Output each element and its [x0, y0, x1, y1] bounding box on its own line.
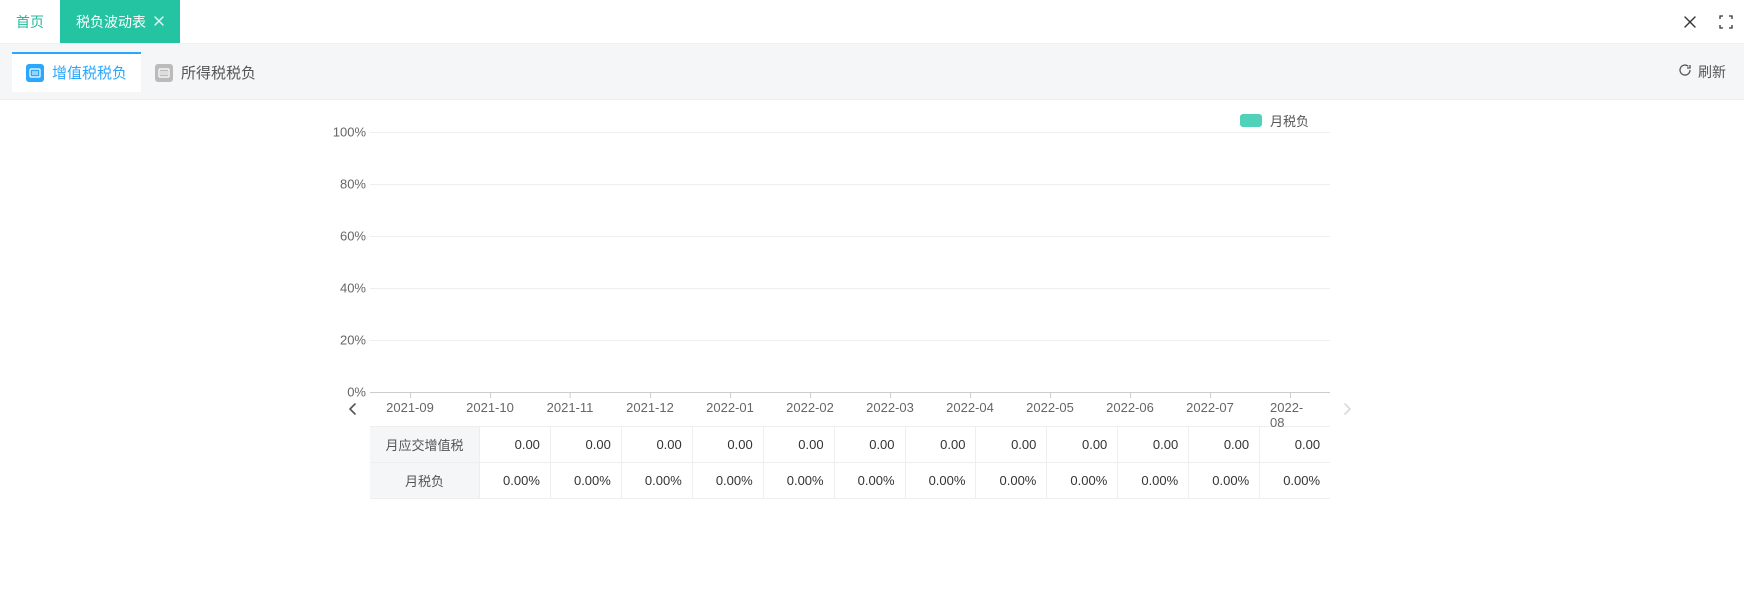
- subtab-income-tax-burden[interactable]: 所得税税负: [141, 52, 270, 92]
- table-cell: 0.00%: [906, 463, 977, 498]
- table-cell: 0.00: [1118, 427, 1189, 462]
- y-tick-label: 80%: [340, 177, 366, 192]
- table-cell: 0.00%: [1189, 463, 1260, 498]
- gridline: [370, 132, 1330, 133]
- gridline: [370, 288, 1330, 289]
- vat-icon: [26, 64, 44, 82]
- x-tick-label: 2022-02: [786, 400, 834, 415]
- table-cell: 0.00%: [1047, 463, 1118, 498]
- top-tab-strip: 首页 税负波动表: [0, 0, 1744, 44]
- table-cell: 0.00%: [764, 463, 835, 498]
- table-cell: 0.00%: [1118, 463, 1189, 498]
- income-tax-icon: [155, 64, 173, 82]
- sub-tab-bar: 增值税税负 所得税税负 刷新: [0, 44, 1744, 100]
- refresh-button[interactable]: 刷新: [1678, 62, 1726, 82]
- table-cell: 0.00%: [693, 463, 764, 498]
- legend-swatch: [1240, 114, 1262, 127]
- x-tick-label: 2021-12: [626, 400, 674, 415]
- fullscreen-icon[interactable]: [1716, 12, 1736, 32]
- y-tick-label: 60%: [340, 229, 366, 244]
- gridline: [370, 340, 1330, 341]
- row-header-vat-due: 月应交增值税: [370, 427, 480, 462]
- chevron-left-icon[interactable]: [342, 398, 364, 420]
- x-tick-label: 2022-06: [1106, 400, 1154, 415]
- table-cell: 0.00: [622, 427, 693, 462]
- table-cell: 0.00%: [835, 463, 906, 498]
- table-cell: 0.00: [764, 427, 835, 462]
- chart-legend: 月税负: [0, 108, 1744, 132]
- top-right-controls: [1680, 0, 1736, 44]
- table-cell: 0.00%: [480, 463, 551, 498]
- tab-tax-fluctuation-label: 税负波动表: [76, 12, 146, 32]
- table-cell: 0.00: [551, 427, 622, 462]
- table-cell: 0.00: [835, 427, 906, 462]
- table-cell: 0.00: [1047, 427, 1118, 462]
- refresh-icon: [1678, 63, 1692, 80]
- subtab-vat-burden[interactable]: 增值税税负: [12, 52, 141, 92]
- table-row: 月应交增值税 0.000.000.000.000.000.000.000.000…: [370, 427, 1330, 463]
- refresh-label: 刷新: [1698, 62, 1726, 82]
- tab-home[interactable]: 首页: [0, 0, 60, 43]
- chart-plot: 0%20%40%60%80%100%: [370, 132, 1330, 392]
- table-cell: 0.00: [906, 427, 977, 462]
- x-tick-label: 2021-09: [386, 400, 434, 415]
- table-cell: 0.00: [480, 427, 551, 462]
- x-tick-label: 2022-03: [866, 400, 914, 415]
- tab-home-label: 首页: [16, 12, 44, 32]
- subtab-income-label: 所得税税负: [181, 62, 256, 83]
- tab-tax-fluctuation[interactable]: 税负波动表: [60, 0, 180, 43]
- gridline: [370, 236, 1330, 237]
- legend-label: 月税负: [1270, 111, 1309, 130]
- table-cell: 0.00%: [1260, 463, 1330, 498]
- x-tick-label: 2022-05: [1026, 400, 1074, 415]
- table-cell: 0.00: [1260, 427, 1330, 462]
- table-cell: 0.00: [693, 427, 764, 462]
- y-tick-label: 40%: [340, 281, 366, 296]
- table-cell: 0.00%: [976, 463, 1047, 498]
- subtab-vat-label: 增值税税负: [52, 62, 127, 83]
- close-icon[interactable]: [154, 14, 164, 29]
- table-cell: 0.00: [1189, 427, 1260, 462]
- chevron-right-icon[interactable]: [1336, 398, 1358, 420]
- x-tick-label: 2022-08: [1270, 400, 1310, 430]
- table-cell: 0.00%: [622, 463, 693, 498]
- data-table: 月应交增值税 0.000.000.000.000.000.000.000.000…: [370, 426, 1330, 499]
- table-cell: 0.00%: [551, 463, 622, 498]
- x-tick-label: 2021-11: [547, 400, 594, 415]
- close-all-icon[interactable]: [1680, 12, 1700, 32]
- x-tick-label: 2021-10: [466, 400, 514, 415]
- x-tick-label: 2022-04: [946, 400, 994, 415]
- gridline: [370, 184, 1330, 185]
- y-tick-label: 20%: [340, 333, 366, 348]
- table-cell: 0.00: [976, 427, 1047, 462]
- y-tick-label: 100%: [333, 125, 366, 140]
- row-header-monthly-burden: 月税负: [370, 463, 480, 498]
- x-tick-label: 2022-07: [1186, 400, 1234, 415]
- chart-area: 月税负 0%20%40%60%80%100% 2021-092021-10202…: [0, 100, 1744, 499]
- x-tick-label: 2022-01: [706, 400, 754, 415]
- table-row: 月税负 0.00%0.00%0.00%0.00%0.00%0.00%0.00%0…: [370, 463, 1330, 499]
- x-axis: 2021-09 2021-10 2021-11 2021-12 2022-01 2022-…: [370, 392, 1330, 426]
